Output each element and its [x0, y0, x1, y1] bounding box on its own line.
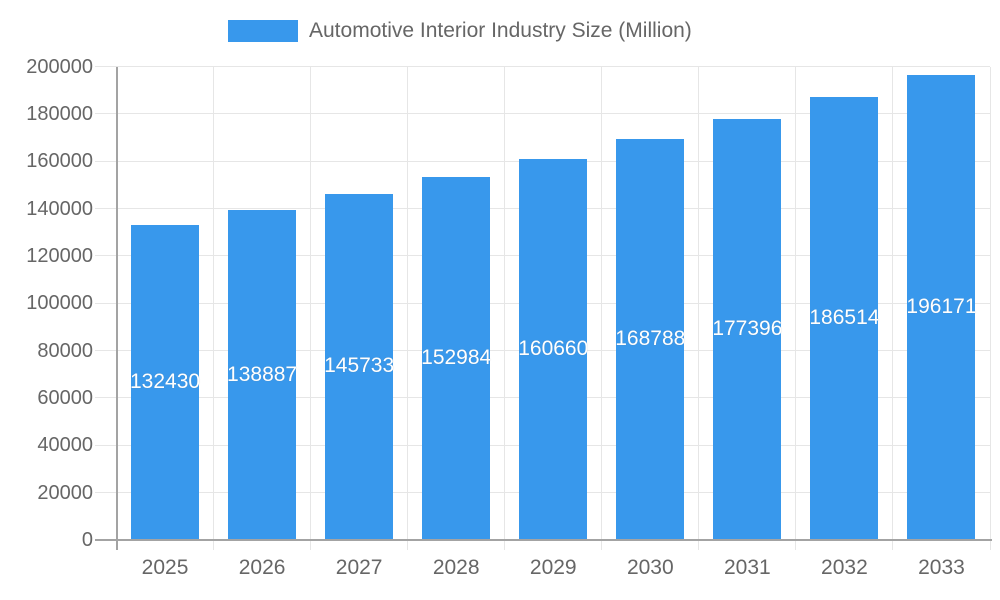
y-axis-tick-label: 60000 — [37, 386, 93, 409]
x-gridline — [989, 66, 991, 550]
x-axis-tick-label: 2031 — [724, 556, 771, 579]
bar-value-label: 132430 — [129, 370, 201, 394]
y-axis-tick-label: 140000 — [26, 197, 93, 220]
legend-label: Automotive Interior Industry Size (Milli… — [309, 19, 692, 42]
x-axis-tick-label: 2027 — [335, 556, 383, 579]
bar-value-label: 186514 — [809, 306, 880, 330]
x-axis-tick-label: 2033 — [918, 556, 965, 579]
bar-2033[interactable]: 196171 — [906, 74, 977, 539]
x-gridline — [407, 66, 409, 550]
x-axis-tick-label: 2029 — [529, 556, 577, 579]
legend-swatch — [228, 20, 298, 42]
x-gridline — [601, 66, 603, 550]
y-axis-tick-label: 200000 — [26, 55, 93, 78]
bar-2032[interactable]: 186514 — [809, 97, 880, 539]
bar-value-label: 196171 — [906, 294, 977, 318]
y-gridline — [95, 66, 990, 67]
y-axis-tick-label: 180000 — [26, 102, 93, 125]
bar-value-label: 138887 — [227, 362, 298, 386]
x-gridline — [213, 66, 215, 550]
x-gridline — [795, 66, 797, 550]
y-axis-tick-label: 20000 — [37, 481, 93, 504]
x-gridline — [310, 66, 312, 550]
x-axis-tick-label: 2026 — [238, 556, 286, 579]
bar-2028[interactable]: 152984 — [421, 176, 492, 539]
bar-2027[interactable]: 145733 — [324, 193, 395, 539]
y-axis-tick-label: 40000 — [37, 434, 93, 457]
bar-2029[interactable]: 160660 — [518, 158, 589, 539]
y-gridline — [95, 113, 990, 115]
bar-2031[interactable]: 177396 — [712, 119, 783, 539]
x-gridline — [892, 66, 894, 550]
x-axis-line — [95, 539, 992, 541]
legend-item[interactable]: Automotive Interior Industry Size (Milli… — [228, 19, 692, 43]
y-axis-line — [115, 66, 118, 550]
bar-2030[interactable]: 168788 — [615, 139, 686, 539]
bar-value-label: 152984 — [421, 345, 492, 369]
bar-value-label: 160660 — [518, 336, 589, 360]
y-axis-tick-label: 100000 — [26, 292, 93, 315]
y-axis-tick-label: 80000 — [37, 339, 93, 362]
bar-2026[interactable]: 138887 — [227, 210, 298, 539]
y-axis-tick-label: 0 — [81, 529, 93, 551]
x-gridline — [698, 66, 700, 550]
x-axis-tick-label: 2032 — [821, 556, 868, 579]
bar-2025[interactable]: 132430 — [129, 225, 201, 539]
x-axis-tick-label: 2025 — [141, 556, 189, 579]
y-axis-tick-label: 120000 — [26, 244, 93, 267]
x-gridline — [504, 66, 506, 550]
bar-value-label: 168788 — [615, 327, 686, 351]
x-axis-tick-label: 2030 — [626, 556, 674, 579]
bar-value-label: 145733 — [324, 354, 395, 378]
bar-value-label: 177396 — [712, 316, 783, 340]
y-axis-tick-label: 160000 — [26, 150, 93, 173]
x-axis-tick-label: 2028 — [432, 556, 480, 579]
